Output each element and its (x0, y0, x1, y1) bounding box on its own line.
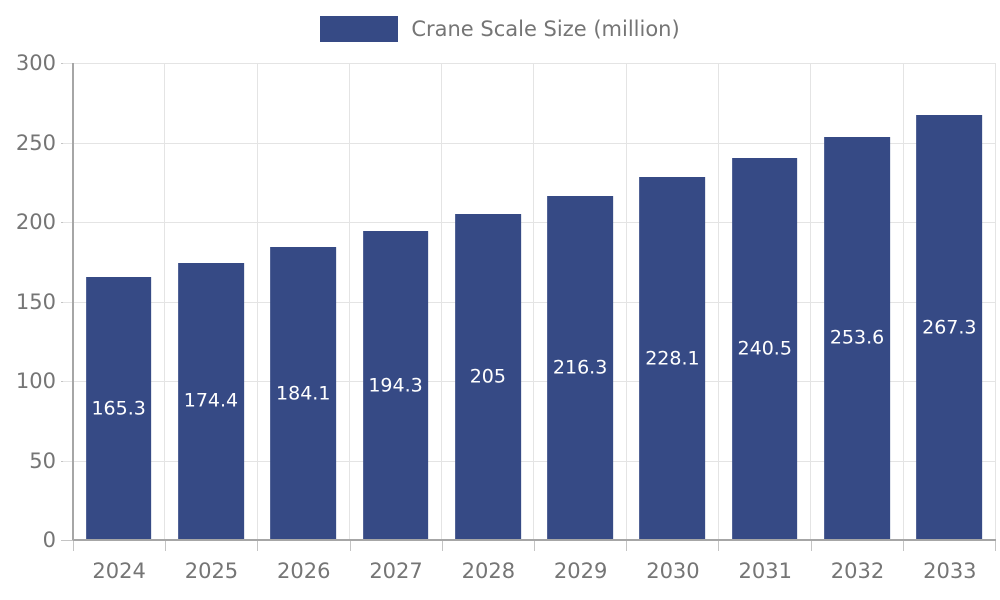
x-tick-label: 2025 (184, 559, 239, 583)
x-tick-label: 2026 (277, 559, 331, 583)
bar-value-label: 184.1 (276, 382, 331, 405)
y-tick-label: 250 (15, 130, 56, 155)
bar-cells: 165.3 174.4 184.1 194.3 205 216.3 228.1 240.5 25… (73, 63, 996, 540)
bar-value-label: 216.3 (552, 356, 608, 379)
x-axis-tick (351, 541, 443, 551)
bar-cell: 228.1 (627, 63, 720, 540)
bar-value-label: 253.6 (829, 326, 885, 349)
x-axis-tick (627, 541, 720, 551)
bar-2027[interactable]: 194.3 (362, 231, 429, 540)
x-tick-label: 2024 (92, 559, 146, 583)
gridline-horizontal (63, 301, 996, 303)
x-axis-tick (812, 541, 904, 551)
x-axis-labels: 2024 2025 2026 2027 2028 2029 2030 2031 2032 2033 (73, 556, 996, 590)
bar-cell: 184.1 (258, 63, 350, 540)
x-axis-tick (443, 541, 536, 551)
bar-value-label: 205 (469, 365, 506, 388)
bar-cell: 165.3 (73, 63, 166, 540)
y-tick-label: 200 (15, 210, 56, 235)
gridline-horizontal (63, 142, 996, 144)
bar-value-label: 174.4 (183, 389, 239, 412)
bar-2032[interactable]: 253.6 (824, 136, 890, 540)
gridline-horizontal (63, 63, 996, 64)
bar-2031[interactable]: 240.5 (731, 157, 798, 540)
y-axis-tick (61, 540, 73, 541)
bar-2028[interactable]: 205 (454, 214, 521, 540)
bar-cell: 194.3 (350, 63, 443, 540)
x-axis-tick (535, 541, 628, 551)
legend[interactable]: Crane Scale Size (million) (0, 16, 1000, 42)
x-axis-tick (166, 541, 259, 551)
bar-cell: 253.6 (811, 63, 904, 540)
gridline-horizontal (63, 222, 996, 224)
y-axis-line (72, 63, 74, 540)
y-axis-labels: 0 50 100 150 200 250 300 (0, 51, 73, 552)
y-tick-label: 100 (15, 369, 56, 394)
x-tick-label: 2030 (646, 559, 700, 583)
bar-cell: 216.3 (534, 63, 627, 540)
bar-value-label: 194.3 (368, 374, 423, 397)
bar-2033[interactable]: 267.3 (916, 115, 983, 540)
x-axis-tick (904, 541, 997, 551)
bar-value-label: 228.1 (645, 347, 700, 370)
y-tick-label: 150 (15, 289, 56, 314)
plot-area: 165.3 174.4 184.1 194.3 205 216.3 228.1 240.5 25… (63, 63, 996, 540)
bar-cell: 205 (442, 63, 535, 540)
x-axis-line (73, 539, 996, 541)
x-axis-tick (719, 541, 812, 551)
x-tick-label: 2029 (553, 559, 608, 583)
x-axis-tick (258, 541, 351, 551)
x-axis-tick (73, 541, 167, 551)
bar-value-label: 267.3 (922, 316, 977, 338)
x-tick-label: 2032 (830, 559, 885, 583)
bar-value-label: 165.3 (91, 397, 146, 420)
bar-2026[interactable]: 184.1 (270, 247, 337, 540)
bar-2030[interactable]: 228.1 (639, 177, 706, 540)
legend-swatch (320, 16, 399, 42)
gridline-horizontal (63, 460, 996, 462)
gridline-horizontal (63, 381, 996, 383)
x-axis-ticks (73, 541, 997, 551)
y-tick-label: 300 (15, 51, 56, 75)
x-tick-label: 2031 (738, 559, 792, 583)
bar-cell: 267.3 (904, 63, 996, 540)
bar-2024[interactable]: 165.3 (85, 277, 152, 540)
bar-2025[interactable]: 174.4 (178, 262, 244, 540)
x-tick-label: 2028 (461, 559, 516, 583)
x-tick-label: 2033 (923, 559, 977, 583)
legend-label: Crane Scale Size (million) (411, 17, 680, 41)
x-tick-label: 2027 (369, 559, 423, 583)
y-tick-label: 0 (42, 528, 56, 552)
bar-cell: 240.5 (719, 63, 812, 540)
bar-cell: 174.4 (165, 63, 258, 540)
bar-value-label: 240.5 (737, 337, 792, 360)
bar-2029[interactable]: 216.3 (547, 196, 613, 540)
y-tick-label: 50 (29, 448, 56, 473)
